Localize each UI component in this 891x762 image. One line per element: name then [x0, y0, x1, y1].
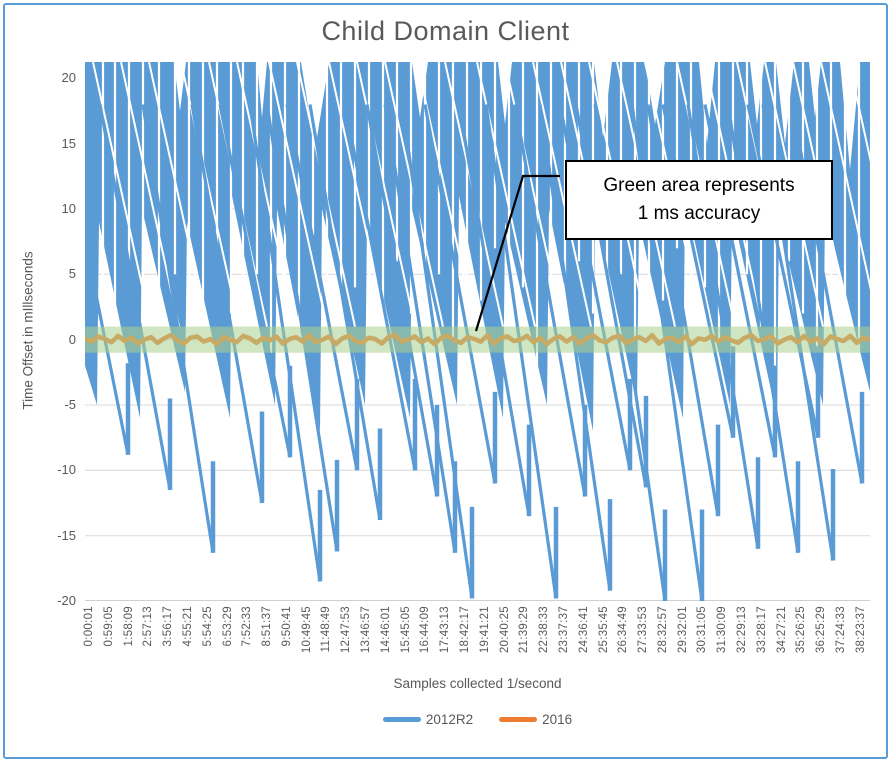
top-notch	[699, 62, 715, 144]
x-tick-label: 20:40:25	[498, 606, 511, 654]
x-tick-label: 29:32:01	[676, 606, 689, 654]
x-tick-label: 19:41:21	[478, 606, 491, 654]
y-tick-label: -5	[64, 397, 76, 412]
x-tick-label: 28:32:57	[656, 606, 669, 654]
x-tick-label: 24:36:41	[577, 606, 590, 654]
x-tick-label: 17:43:13	[439, 606, 452, 654]
top-notch	[174, 62, 186, 111]
x-tick-label: 38:23:37	[854, 606, 867, 654]
x-tick-label: 16:44:09	[419, 606, 432, 654]
x-tick-label: 15:45:05	[399, 606, 412, 654]
y-tick-label: 20	[61, 70, 76, 86]
legend-swatch-2016	[499, 717, 538, 722]
x-tick-label: 6:53:29	[221, 606, 234, 647]
x-tick-label: 18:42:17	[459, 606, 471, 654]
series-2012r2-ramp	[308, 104, 382, 521]
y-tick-label: -15	[57, 527, 76, 543]
x-tick-label: 35:26:25	[795, 606, 808, 654]
series-2012r2-ramp	[513, 104, 587, 497]
x-tick-label: 1:58:09	[122, 606, 135, 647]
series-2012r2-ramp	[365, 104, 439, 497]
x-tick-label: 30:31:05	[696, 606, 709, 654]
sawtooth-gap	[328, 62, 388, 327]
x-tick-label: 36:25:29	[815, 606, 828, 654]
y-tick-label: 5	[68, 266, 76, 282]
top-notch	[594, 62, 612, 138]
y-tick-label: 0	[68, 331, 76, 347]
plot-region	[85, 62, 870, 601]
legend-item-2016: 2016	[499, 712, 572, 727]
series-2012r2-ramp	[423, 104, 497, 484]
x-tick-label: 26:34:49	[617, 606, 630, 654]
x-tick-label: 4:55:21	[181, 606, 194, 647]
top-notch	[645, 62, 665, 125]
top-notch	[750, 62, 764, 125]
series-2012r2-ramp	[98, 104, 172, 491]
x-tick-label: 10:49:45	[300, 606, 313, 654]
legend-label-2016: 2016	[542, 712, 573, 727]
legend-item-2012r2: 2012R2	[382, 712, 474, 727]
x-tick-label: 25:35:45	[597, 606, 610, 654]
x-tick-label: 0:00:01	[83, 606, 95, 647]
x-tick-label: 27:33:53	[637, 606, 650, 654]
series-2012r2-ramp	[85, 231, 130, 456]
x-tick-label: 11:48:49	[320, 606, 333, 653]
chart-title: Child Domain Client	[321, 16, 570, 46]
series-2012r2-ramp	[190, 104, 264, 504]
annotation-line-1: Green area represents	[603, 175, 795, 196]
top-notch	[257, 62, 267, 118]
x-tick-label: 14:46:01	[379, 606, 392, 654]
y-tick-label: 10	[61, 201, 76, 216]
annotation-line-2: 1 ms accuracy	[637, 203, 761, 224]
x-tick-label: 5:54:25	[201, 606, 214, 647]
annotation-callout-line	[474, 174, 560, 332]
series-2012r2-ramp	[343, 104, 417, 471]
series-2012r2-ramp	[285, 104, 359, 471]
x-tick-label: 0:59:05	[102, 606, 115, 647]
x-tick-label: 3:56:17	[162, 606, 175, 647]
legend-swatch-2012r2	[382, 717, 421, 722]
accuracy-band	[85, 326, 870, 353]
top-notch	[840, 62, 860, 170]
y-tick-label: 15	[61, 135, 76, 151]
top-notch	[776, 62, 794, 144]
chart-legend: 2012R2 2016	[85, 712, 870, 727]
x-tick-label: 7:52:33	[241, 606, 254, 647]
plot-area	[85, 62, 870, 601]
y-tick-label: -10	[57, 462, 76, 478]
x-axis-title: Samples collected 1/second	[393, 676, 562, 691]
top-notch	[809, 62, 821, 118]
x-tick-label: 13:46:57	[360, 606, 373, 654]
x-tick-label: 32:29:13	[736, 606, 749, 654]
x-tick-label: 23:37:37	[557, 606, 570, 654]
x-tick-label: 2:57:13	[142, 606, 155, 647]
series-2012r2-ramp	[218, 104, 292, 458]
x-tick-label: 37:24:33	[835, 606, 848, 654]
x-tick-label: 9:50:41	[280, 606, 293, 647]
y-axis-title: Time Offset in mIllseconds	[20, 251, 36, 410]
top-notch	[301, 62, 329, 151]
sawtooth-gap	[532, 62, 592, 327]
top-notch	[498, 62, 512, 125]
series-2012r2-ramp	[457, 104, 531, 517]
x-tick-label: 34:27:21	[775, 606, 788, 654]
x-tick-label: 8:51:37	[261, 606, 274, 647]
y-tick-label: -20	[57, 593, 76, 608]
annotation-callout-box: Green area represents 1 ms accuracy	[565, 160, 833, 240]
x-tick-label: 33:28:17	[755, 606, 768, 654]
top-notch	[412, 62, 428, 118]
x-tick-label: 21:39:29	[518, 606, 531, 654]
x-tick-label: 12:47:53	[340, 606, 353, 654]
legend-label-2012r2: 2012R2	[425, 712, 474, 727]
x-tick-label: 31:30:09	[716, 606, 729, 654]
x-tick-label: 22:38:33	[538, 606, 551, 654]
